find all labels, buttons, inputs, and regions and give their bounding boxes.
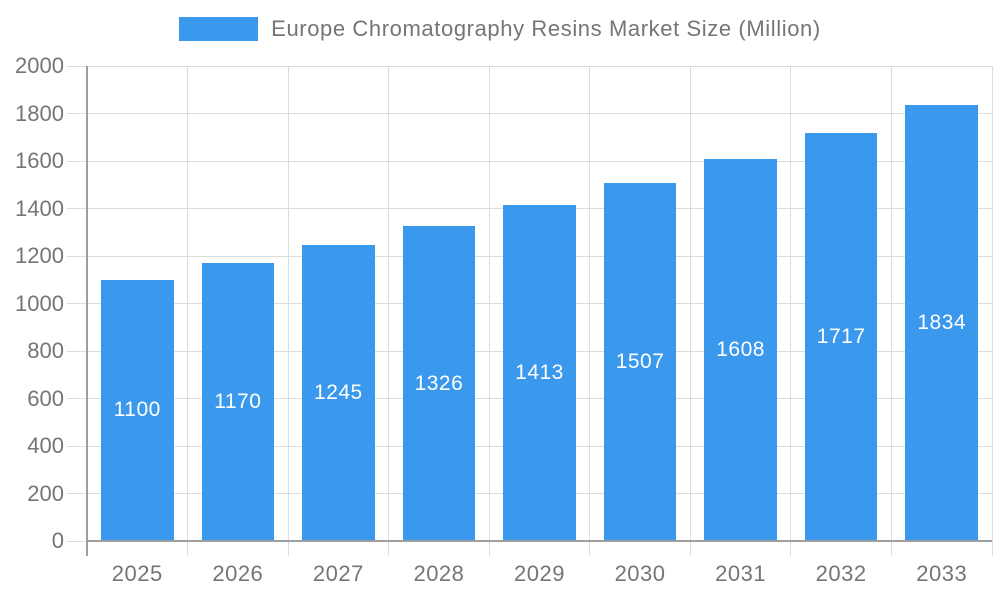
bar-value-label: 1326 [414,371,464,395]
bar-2025[interactable] [101,279,174,541]
plot-area: 1100 1170 1245 1326 1413 1507 1608 1717 1834 [67,65,993,556]
y-tick-mark [67,113,87,114]
vertical-gridline [187,66,189,556]
vertical-gridline [488,66,490,556]
x-axis-line [87,540,992,542]
y-tick-label: 1600 [15,148,64,173]
bar-2033[interactable] [905,105,978,541]
y-tick-label: 800 [27,338,64,363]
y-tick-mark [67,493,87,494]
bar-2032[interactable] [804,133,878,541]
bar-value-label: 1608 [716,338,765,362]
x-axis-labels: 2025 2026 2027 2028 2029 2030 2031 2032 2033 [87,561,992,591]
y-tick-mark [67,445,87,447]
y-tick-mark [67,160,87,162]
x-tick-label: 2029 [514,561,565,586]
y-tick-label: 1400 [15,195,64,221]
legend[interactable]: Europe Chromatography Resins Market Size… [0,16,1000,42]
bar-value-label: 1834 [917,311,967,335]
vertical-gridline [689,66,691,556]
x-tick-label: 2030 [614,561,666,586]
vertical-gridline [287,66,289,556]
x-tick-label: 2033 [916,561,968,586]
x-tick-label: 2028 [413,561,465,586]
y-tick-mark [67,398,87,399]
bar-value-label: 1245 [314,381,363,405]
vertical-gridline [589,66,591,556]
x-tick-label: 2026 [212,561,264,586]
y-tick-label: 1800 [15,100,64,126]
bar-value-label: 1507 [615,350,665,374]
vertical-gridline [890,66,892,556]
y-tick-label: 400 [27,433,64,458]
y-tick-label: 600 [27,385,64,411]
y-axis-line [86,66,88,556]
y-tick-mark [67,208,87,209]
bar-2027[interactable] [302,245,375,541]
horizontal-gridline [87,65,992,67]
legend-label: Europe Chromatography Resins Market Size… [271,16,821,41]
x-tick-label: 2032 [815,561,867,586]
x-tick-label: 2025 [111,561,163,586]
bar-value-label: 1100 [113,398,161,422]
y-tick-label: 1000 [15,290,64,316]
bar-2031[interactable] [704,159,777,541]
y-tick-mark [67,255,87,257]
y-tick-mark [67,303,87,304]
legend-swatch[interactable] [179,17,259,41]
bar-2028[interactable] [402,226,476,541]
bar-value-label: 1717 [816,325,866,349]
x-tick-label: 2027 [312,561,364,586]
y-tick-mark [67,350,87,352]
x-tick-label: 2031 [715,561,767,586]
bar-value-label: 1170 [214,390,262,414]
y-axis-labels: 0 200 400 600 800 1000 1200 1400 1600 1800 2000 [0,53,64,553]
bar-value-label: 1413 [515,361,564,385]
y-tick-label: 2000 [15,53,64,78]
y-tick-label: 200 [27,480,64,506]
horizontal-gridline [87,113,992,114]
bar-2030[interactable] [603,183,677,541]
bar-2029[interactable] [503,205,576,541]
vertical-gridline [991,66,993,556]
vertical-gridline [790,66,792,556]
bar-2026[interactable] [201,263,275,541]
y-tick-mark [67,65,87,67]
horizontal-gridline [87,160,992,162]
y-tick-mark [67,540,87,542]
y-tick-label: 0 [51,528,64,553]
vertical-gridline [388,66,390,556]
y-tick-label: 1200 [15,243,64,268]
